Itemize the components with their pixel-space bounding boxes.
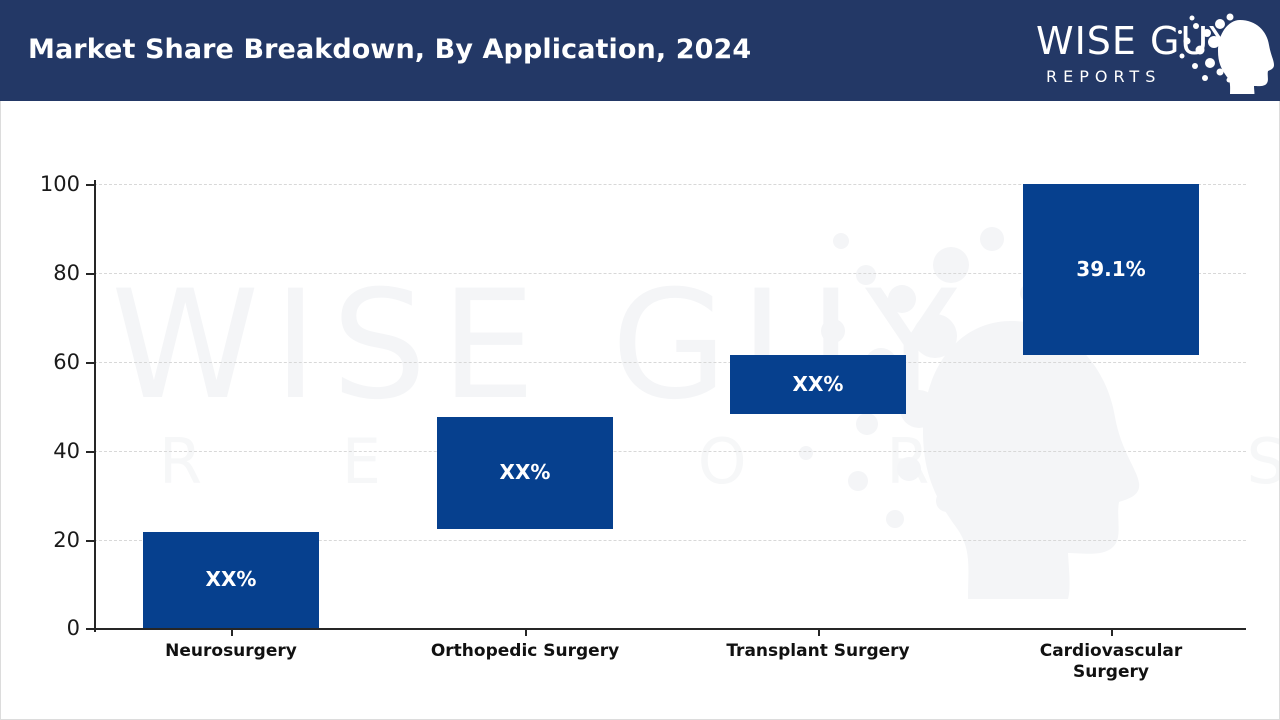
x-tick-label-neurosurgery: Neurosurgery [165, 641, 297, 661]
y-tick-mark-40 [86, 451, 94, 453]
chart-panel: WISE GUY R E P O R T S [0, 101, 1280, 720]
gridline-60 [94, 362, 1246, 363]
y-tick-label-80: 80 [53, 261, 80, 285]
y-tick-label-100: 100 [39, 172, 80, 196]
dotted-face-profile-icon [1178, 13, 1274, 94]
bar-label-transplant-surgery: XX% [792, 371, 844, 396]
gridline-80 [94, 273, 1246, 274]
x-tick-mark-orthopedic-surgery [525, 628, 527, 636]
y-tick-label-0: 0 [66, 616, 80, 640]
x-tick-label-orthopedic-surgery: Orthopedic Surgery [430, 641, 620, 661]
bar-label-cardiovascular-surgery: 39.1% [1076, 256, 1146, 281]
bar-label-neurosurgery: XX% [205, 567, 257, 591]
bar-label-orthopedic-surgery: XX% [499, 460, 551, 484]
x-axis-line [94, 628, 1246, 630]
y-axis-line [94, 180, 96, 632]
bar-orthopedic-surgery[interactable]: XX% [437, 417, 613, 529]
bar-transplant-surgery[interactable]: XX% [730, 355, 906, 414]
svg-text:REPORTS: REPORTS [1046, 67, 1161, 86]
y-tick-mark-0 [86, 628, 94, 630]
x-tick-mark-neurosurgery [231, 628, 233, 636]
y-tick-mark-80 [86, 273, 94, 275]
y-tick-label-20: 20 [53, 528, 80, 552]
page-title: Market Share Breakdown, By Application, … [28, 34, 752, 65]
gridline-40 [94, 451, 1246, 452]
y-tick-mark-20 [86, 540, 94, 542]
y-tick-mark-100 [86, 184, 94, 186]
logo-svg: WISE GUY REPORTS [1036, 13, 1274, 94]
x-tick-mark-transplant-surgery [818, 628, 820, 636]
watermark-line2: R E P O R T S [159, 425, 1280, 498]
bar-neurosurgery[interactable]: XX% [143, 532, 319, 628]
bar-cardiovascular-surgery[interactable]: 39.1% [1023, 184, 1199, 355]
page-header: Market Share Breakdown, By Application, … [0, 0, 1280, 101]
gridline-20 [94, 540, 1246, 541]
x-tick-label-cardiovascular-surgery: Cardiovascular Surgery [1039, 641, 1183, 683]
x-tick-label-transplant-surgery: Transplant Surgery [726, 641, 910, 661]
y-tick-label-60: 60 [53, 350, 80, 374]
gridline-100 [94, 184, 1246, 185]
svg-text:WISE GUY: WISE GUY [1036, 19, 1233, 63]
wise-guy-reports-logo: WISE GUY REPORTS [1024, 8, 1274, 94]
y-tick-mark-60 [86, 362, 94, 364]
y-tick-label-40: 40 [53, 439, 80, 463]
x-tick-mark-cardiovascular-surgery [1111, 628, 1113, 636]
